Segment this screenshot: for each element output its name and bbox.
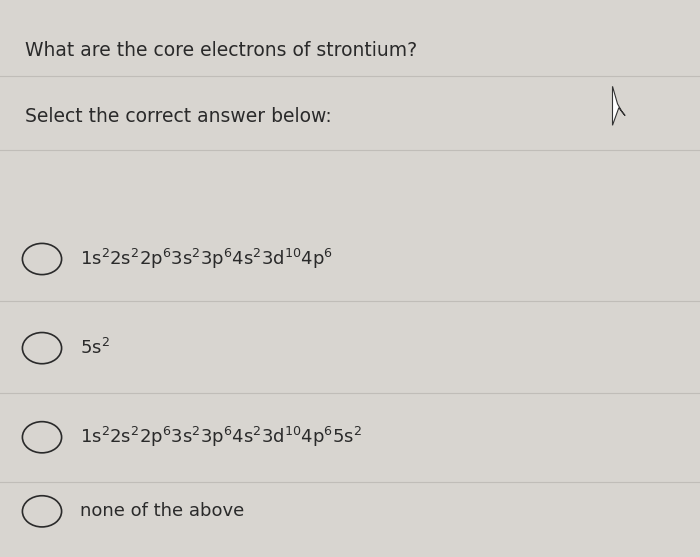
Text: $\mathregular{5s^2}$: $\mathregular{5s^2}$: [80, 338, 111, 358]
Text: $\mathregular{1s^22s^22p^63s^23p^64s^23d^{10}4p^6}$: $\mathregular{1s^22s^22p^63s^23p^64s^23d…: [80, 247, 334, 271]
Text: $\mathregular{1s^22s^22p^63s^23p^64s^23d^{10}4p^65s^2}$: $\mathregular{1s^22s^22p^63s^23p^64s^23d…: [80, 425, 363, 449]
Text: Select the correct answer below:: Select the correct answer below:: [25, 108, 331, 126]
Text: What are the core electrons of strontium?: What are the core electrons of strontium…: [25, 41, 416, 60]
Text: none of the above: none of the above: [80, 502, 245, 520]
Polygon shape: [612, 86, 625, 125]
